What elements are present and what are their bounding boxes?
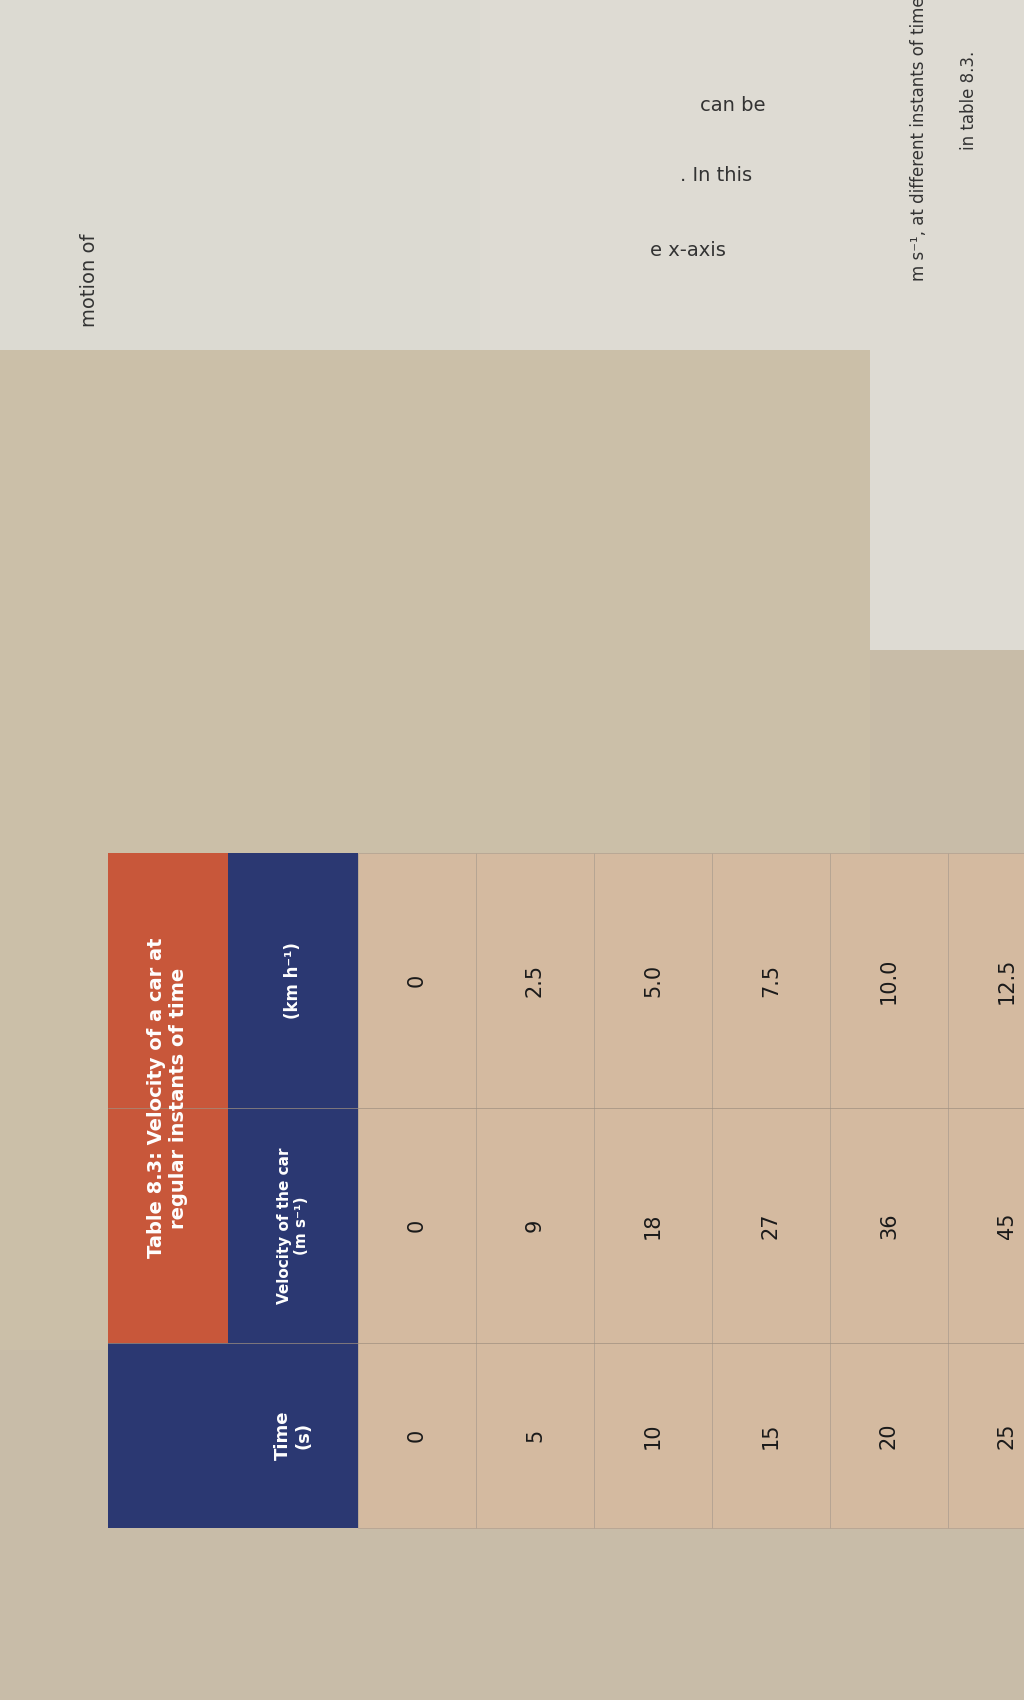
Bar [0, 0, 1024, 500]
Polygon shape [948, 853, 1024, 1528]
Text: 7.5: 7.5 [761, 964, 781, 998]
Text: in table 8.3.: in table 8.3. [961, 51, 978, 150]
Text: 5: 5 [525, 1430, 545, 1442]
Bar [0, 500, 1024, 1700]
Text: 20: 20 [879, 1423, 899, 1448]
Text: Table 8.3: Velocity of a car at
regular instants of time: Table 8.3: Velocity of a car at regular … [147, 938, 188, 1258]
Text: 0: 0 [407, 1219, 427, 1232]
Polygon shape [108, 853, 228, 1343]
Polygon shape [108, 1343, 228, 1528]
Text: 10.0: 10.0 [879, 957, 899, 1003]
Text: 0: 0 [407, 1430, 427, 1442]
Polygon shape [476, 853, 594, 1528]
Text: e x-axis: e x-axis [650, 240, 726, 260]
Polygon shape [594, 853, 712, 1528]
Text: m s⁻¹, at different instants of time is shown: m s⁻¹, at different instants of time is … [910, 0, 928, 280]
Text: 15: 15 [761, 1423, 781, 1448]
Text: 5.0: 5.0 [643, 964, 663, 998]
Polygon shape [228, 853, 358, 1528]
Text: . In this: . In this [680, 165, 752, 185]
Polygon shape [830, 853, 948, 1528]
Text: 18: 18 [643, 1212, 663, 1239]
Text: Time
(s): Time (s) [273, 1411, 312, 1460]
Text: 25: 25 [997, 1423, 1017, 1448]
Polygon shape [358, 853, 476, 1528]
Text: motion of: motion of [80, 233, 99, 326]
Bar [0, 350, 870, 1350]
Text: 27: 27 [761, 1212, 781, 1239]
Text: 45: 45 [997, 1212, 1017, 1239]
Text: 0: 0 [407, 974, 427, 988]
Text: Velocity of the car
(m s⁻¹): Velocity of the car (m s⁻¹) [276, 1148, 309, 1304]
Text: can be: can be [700, 95, 766, 114]
Text: 2.5: 2.5 [525, 964, 545, 998]
Text: 36: 36 [879, 1212, 899, 1239]
Text: 9: 9 [525, 1219, 545, 1232]
Text: 10: 10 [643, 1423, 663, 1448]
Bar [480, 0, 1024, 649]
Text: (km h⁻¹): (km h⁻¹) [284, 942, 302, 1018]
Text: 12.5: 12.5 [997, 957, 1017, 1003]
Polygon shape [712, 853, 830, 1528]
